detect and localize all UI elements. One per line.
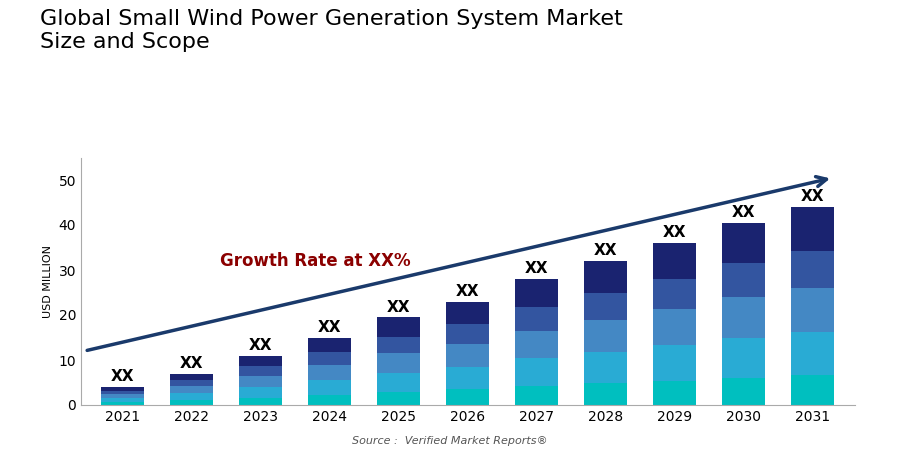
Text: XX: XX — [455, 284, 479, 299]
Bar — [377, 373, 419, 392]
Bar — [239, 366, 282, 376]
Bar — [377, 337, 419, 353]
Bar — [170, 387, 212, 393]
Bar — [722, 297, 765, 338]
Bar — [101, 394, 144, 398]
Bar — [515, 279, 558, 307]
Bar — [308, 352, 351, 365]
Text: XX: XX — [318, 320, 341, 335]
Bar — [791, 207, 833, 251]
Bar — [446, 324, 489, 344]
Bar — [446, 302, 489, 324]
Bar — [584, 320, 626, 352]
Bar — [791, 375, 833, 405]
Bar — [308, 395, 351, 405]
Bar — [652, 279, 696, 310]
Bar — [308, 365, 351, 380]
Bar — [239, 376, 282, 387]
Bar — [584, 261, 626, 292]
Bar — [170, 380, 212, 387]
Bar — [377, 392, 419, 405]
Bar — [101, 398, 144, 402]
Bar — [652, 310, 696, 345]
Bar — [170, 400, 212, 405]
Bar — [584, 352, 626, 383]
Text: XX: XX — [593, 243, 617, 258]
Text: XX: XX — [525, 261, 548, 276]
Bar — [515, 358, 558, 386]
Bar — [584, 383, 626, 405]
Bar — [377, 353, 419, 373]
Bar — [308, 338, 351, 352]
Bar — [791, 332, 833, 375]
Text: XX: XX — [732, 205, 755, 220]
Text: XX: XX — [662, 225, 686, 240]
Bar — [239, 387, 282, 398]
Bar — [101, 387, 144, 391]
Bar — [791, 251, 833, 288]
Bar — [377, 317, 419, 337]
Bar — [446, 367, 489, 389]
Text: XX: XX — [111, 369, 134, 384]
Text: XX: XX — [248, 338, 272, 353]
Text: Source :  Verified Market Reports®: Source : Verified Market Reports® — [352, 436, 548, 446]
Bar — [652, 345, 696, 381]
Bar — [515, 307, 558, 331]
Bar — [170, 393, 212, 400]
Bar — [308, 380, 351, 395]
Text: Growth Rate at XX%: Growth Rate at XX% — [220, 252, 411, 270]
Bar — [446, 344, 489, 367]
Y-axis label: USD MILLION: USD MILLION — [43, 245, 53, 318]
Bar — [515, 331, 558, 358]
Bar — [652, 381, 696, 405]
Bar — [170, 374, 212, 380]
Bar — [584, 292, 626, 320]
Bar — [722, 378, 765, 405]
Bar — [101, 402, 144, 405]
Bar — [239, 356, 282, 366]
Bar — [791, 288, 833, 332]
Bar — [722, 223, 765, 263]
Bar — [722, 338, 765, 378]
Bar — [722, 263, 765, 297]
Text: XX: XX — [180, 356, 203, 371]
Bar — [446, 389, 489, 405]
Bar — [239, 398, 282, 405]
Bar — [515, 386, 558, 405]
Text: XX: XX — [800, 189, 824, 204]
Bar — [652, 243, 696, 279]
Bar — [101, 391, 144, 394]
Text: XX: XX — [387, 300, 410, 315]
Text: Global Small Wind Power Generation System Market
Size and Scope: Global Small Wind Power Generation Syste… — [40, 9, 623, 52]
